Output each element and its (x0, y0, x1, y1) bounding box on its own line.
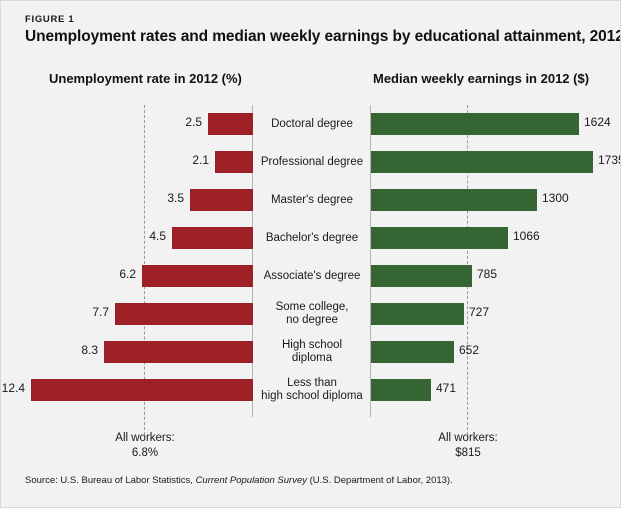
earnings-track: 727 (371, 295, 620, 333)
left-average-value: 6.8% (131, 447, 159, 459)
category-label: Professional degree (260, 155, 364, 168)
category-label: Associate's degree (263, 269, 361, 282)
unemployment-bar (190, 189, 253, 211)
earnings-value-label: 785 (477, 267, 498, 281)
category-label: Doctoral degree (271, 117, 353, 130)
earnings-value-label: 471 (436, 381, 457, 395)
earnings-track: 1300 (371, 181, 620, 219)
unemployment-value-label: 8.3 (81, 343, 98, 357)
unemployment-track: 3.5 (1, 181, 253, 219)
earnings-value-label: 1066 (513, 229, 540, 243)
earnings-bar (371, 113, 579, 135)
right-average-title: All workers: (438, 432, 498, 444)
chart-row: 12.4 Less than high school diploma 471 (1, 371, 620, 409)
category-label: Less than high school diploma (261, 377, 363, 402)
unemployment-value-label: 7.7 (92, 305, 109, 319)
chart-row: 6.2 Associate's degree 785 (1, 257, 620, 295)
chart-row: 7.7 Some college, no degree 727 (1, 295, 620, 333)
right-average-annotation: All workers: $815 (388, 431, 548, 461)
unemployment-track: 12.4 (1, 371, 253, 409)
chart-row: 3.5 Master's degree 1300 (1, 181, 620, 219)
earnings-track: 785 (371, 257, 620, 295)
earnings-track: 1735 (371, 143, 620, 181)
chart-row: 4.5 Bachelor's degree 1066 (1, 219, 620, 257)
unemployment-track: 8.3 (1, 333, 253, 371)
unemployment-bar (208, 113, 253, 135)
unemployment-bar (142, 265, 253, 287)
figure-title: Unemployment rates and median weekly ear… (25, 28, 621, 45)
source-prefix: Source: U.S. Bureau of Labor Statistics, (25, 475, 193, 486)
earnings-track: 1624 (371, 105, 620, 143)
left-axis-spine (252, 105, 253, 417)
right-axis-spine (370, 105, 371, 417)
category-label: Bachelor's degree (265, 231, 359, 244)
source-note: Source: U.S. Bureau of Labor Statistics,… (25, 475, 453, 486)
earnings-value-label: 1624 (584, 115, 611, 129)
unemployment-bar (115, 303, 253, 325)
right-average-value: $815 (455, 447, 481, 459)
category-label: Some college, no degree (275, 301, 349, 326)
unemployment-track: 6.2 (1, 257, 253, 295)
category-label: High school diploma (281, 339, 343, 364)
earnings-bar (371, 265, 472, 287)
chart-row: 2.5 Doctoral degree 1624 (1, 105, 620, 143)
unemployment-value-label: 6.2 (119, 267, 136, 281)
category-label: Master's degree (270, 193, 354, 206)
unemployment-bar (104, 341, 253, 363)
earnings-bar (371, 379, 431, 401)
unemployment-value-label: 2.1 (192, 153, 209, 167)
earnings-track: 652 (371, 333, 620, 371)
unemployment-value-label: 12.4 (1, 381, 25, 395)
chart-row: 2.1 Professional degree 1735 (1, 143, 620, 181)
column-heading-earnings: Median weekly earnings in 2012 ($) (373, 71, 590, 86)
earnings-track: 471 (371, 371, 620, 409)
unemployment-track: 2.5 (1, 105, 253, 143)
unemployment-value-label: 2.5 (185, 115, 202, 129)
earnings-bar (371, 189, 537, 211)
source-suffix: (U.S. Department of Labor, 2013). (309, 475, 453, 486)
earnings-bar (371, 151, 593, 173)
unemployment-value-label: 4.5 (149, 229, 166, 243)
unemployment-value-label: 3.5 (167, 191, 184, 205)
unemployment-bar (172, 227, 253, 249)
unemployment-track: 7.7 (1, 295, 253, 333)
earnings-track: 1066 (371, 219, 620, 257)
chart-row: 8.3 High school diploma 652 (1, 333, 620, 371)
earnings-value-label: 652 (459, 343, 480, 357)
earnings-value-label: 727 (469, 305, 490, 319)
unemployment-track: 2.1 (1, 143, 253, 181)
source-publication: Current Population Survey (195, 475, 307, 486)
unemployment-track: 4.5 (1, 219, 253, 257)
column-heading-unemployment: Unemployment rate in 2012 (%) (49, 71, 242, 86)
earnings-value-label: 1735 (598, 153, 620, 167)
figure-number: FIGURE 1 (25, 14, 75, 25)
earnings-bar (371, 227, 508, 249)
earnings-value-label: 1300 (542, 191, 569, 205)
unemployment-bar (31, 379, 253, 401)
chart-plot-area: 2.5 Doctoral degree 1624 2.1 Professional de… (1, 105, 620, 417)
earnings-bar (371, 341, 454, 363)
earnings-bar (371, 303, 464, 325)
left-average-title: All workers: (115, 432, 175, 444)
unemployment-bar (215, 151, 253, 173)
left-average-annotation: All workers: 6.8% (65, 431, 225, 461)
